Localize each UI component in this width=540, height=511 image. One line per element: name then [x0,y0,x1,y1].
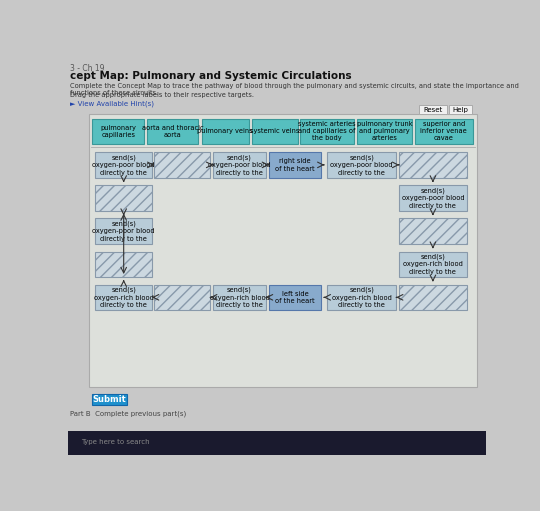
Bar [327,285,396,310]
Bar [399,152,467,178]
Bar [418,105,447,114]
Text: pulmonary
capillaries: pulmonary capillaries [100,125,136,138]
Bar [96,251,152,277]
Text: cept Map: Pulmonary and Systemic Circulations: cept Map: Pulmonary and Systemic Circula… [70,72,352,81]
Text: systemic veins: systemic veins [250,128,300,134]
Bar [154,285,210,310]
Text: left side
of the heart: left side of the heart [275,291,315,304]
Text: aorta and thoracic
aorta: aorta and thoracic aorta [142,125,204,138]
Bar [96,185,152,211]
Bar [92,394,127,405]
Text: right side
of the heart: right side of the heart [275,158,315,172]
Bar [96,218,152,244]
Text: pulmonary trunk
and pulmonary
arteries: pulmonary trunk and pulmonary arteries [356,122,412,142]
Text: send(s)
oxygen-poor blood
directly to the: send(s) oxygen-poor blood directly to th… [92,154,155,176]
Text: Reset: Reset [423,107,443,113]
Text: Drag the appropriate labels to their respective targets.: Drag the appropriate labels to their res… [70,92,254,98]
Text: send(s)
oxygen-rich blood
directly to the: send(s) oxygen-rich blood directly to th… [332,287,392,308]
Text: send(s)
oxygen-poor blood
directly to the: send(s) oxygen-poor blood directly to th… [402,187,464,209]
Text: 3 - Ch 19: 3 - Ch 19 [70,64,104,73]
Bar [252,119,298,144]
Text: send(s)
oxygen-rich blood
directly to the: send(s) oxygen-rich blood directly to th… [403,253,463,275]
Bar [399,251,467,277]
Bar [327,152,396,178]
Text: pulmonary veins: pulmonary veins [198,128,253,134]
Text: Part B  Complete previous part(s): Part B Complete previous part(s) [70,410,186,416]
Text: ► View Available Hint(s): ► View Available Hint(s) [70,101,154,107]
Bar [213,285,266,310]
Bar [449,105,472,114]
Text: systemic arteries
and capillaries of
the body: systemic arteries and capillaries of the… [298,122,356,142]
Bar [154,152,210,178]
Bar [147,119,199,144]
Bar [357,119,411,144]
Bar [269,285,321,310]
Text: send(s)
oxygen-poor blood
directly to the: send(s) oxygen-poor blood directly to th… [208,154,271,176]
Text: superior and
inferior venae
cavae: superior and inferior venae cavae [420,122,467,142]
Bar [399,218,467,244]
Bar [201,119,249,144]
Bar [96,152,152,178]
Text: send(s)
oxygen-poor blood
directly to the: send(s) oxygen-poor blood directly to th… [330,154,393,176]
Bar [96,285,152,310]
Text: send(s)
oxygen-poor blood
directly to the: send(s) oxygen-poor blood directly to th… [92,220,155,242]
Text: send(s)
oxygen-rich blood
directly to the: send(s) oxygen-rich blood directly to th… [210,287,269,308]
Bar [269,152,321,178]
Bar [399,285,467,310]
Bar [92,119,144,144]
Bar [89,113,477,387]
Bar [68,431,486,455]
Bar [415,119,473,144]
Text: Complete the Concept Map to trace the pathway of blood through the pulmonary and: Complete the Concept Map to trace the pa… [70,83,519,96]
Bar [300,119,354,144]
Text: send(s)
oxygen-rich blood
directly to the: send(s) oxygen-rich blood directly to th… [94,287,153,308]
Text: Type here to search: Type here to search [82,439,150,445]
Bar [399,185,467,211]
Text: Help: Help [453,107,468,113]
Text: Submit: Submit [93,395,126,404]
Bar [213,152,266,178]
